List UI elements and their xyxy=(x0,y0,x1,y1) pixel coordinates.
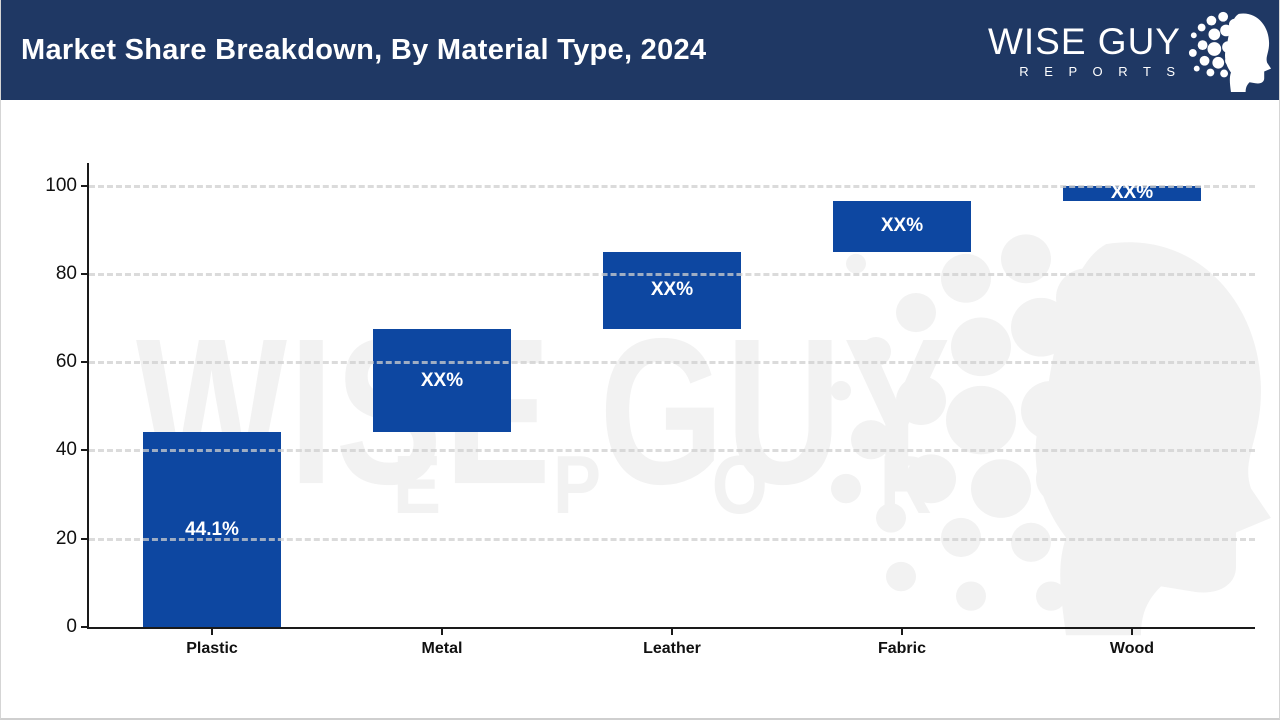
watermark-face-dots-icon xyxy=(831,234,1271,636)
gridline-60 xyxy=(89,361,1255,365)
y-tick-mark xyxy=(81,537,89,540)
y-tick-label: 20 xyxy=(55,527,77,549)
y-tick-mark xyxy=(81,184,89,187)
y-tick-label: 0 xyxy=(66,616,77,637)
x-tick-mark xyxy=(211,627,213,635)
y-tick-label: 80 xyxy=(55,262,77,284)
bar-wood xyxy=(1063,185,1201,201)
gridline-40 xyxy=(89,449,1255,453)
x-tick-label: Wood xyxy=(1109,640,1155,657)
bar-plastic xyxy=(143,432,281,627)
page-title: Market Share Breakdown, By Material Type… xyxy=(21,33,707,66)
bar-value-label: XX% xyxy=(420,369,464,391)
logo-text: WISE GUY R E P O R T S xyxy=(987,20,1181,79)
y-tick-mark xyxy=(81,361,89,364)
y-tick-mark xyxy=(81,449,89,452)
gridline-80 xyxy=(89,272,1255,276)
y-tick-label: 60 xyxy=(55,351,77,373)
logo-line1: WISE GUY xyxy=(987,20,1181,62)
bar-value-label: XX% xyxy=(880,215,924,237)
x-tick-label: Plastic xyxy=(186,640,238,657)
x-tick-mark xyxy=(441,627,443,635)
y-tick-mark xyxy=(81,272,89,275)
wise-guy-reports-logo: WISE GUY R E P O R T S xyxy=(988,6,1273,94)
bar-value-label: XX% xyxy=(1110,182,1154,203)
x-tick-mark xyxy=(1131,627,1133,635)
logo-face-dots-icon xyxy=(1188,11,1272,93)
bar-value-label: XX% xyxy=(650,279,694,301)
x-tick-mark xyxy=(671,627,673,635)
y-axis-line xyxy=(87,163,89,629)
x-axis-line xyxy=(87,627,1255,629)
bar-metal xyxy=(373,328,511,433)
gridline-100 xyxy=(89,184,1255,188)
y-tick-label: 100 xyxy=(45,174,77,196)
x-tick-label: Leather xyxy=(643,640,701,657)
x-tick-mark xyxy=(901,627,903,635)
header-bar: Market Share Breakdown, By Material Type… xyxy=(1,0,1279,100)
x-tick-label: Fabric xyxy=(877,640,926,657)
gridline-20 xyxy=(89,537,1255,541)
bar-fabric xyxy=(833,200,971,252)
y-tick-label: 40 xyxy=(55,439,77,461)
logo-line2: R E P O R T S xyxy=(1019,63,1181,79)
bar-leather xyxy=(603,251,741,329)
bar-value-label: 44.1% xyxy=(185,518,239,540)
y-tick-mark xyxy=(81,626,89,628)
x-tick-label: Metal xyxy=(421,640,463,657)
